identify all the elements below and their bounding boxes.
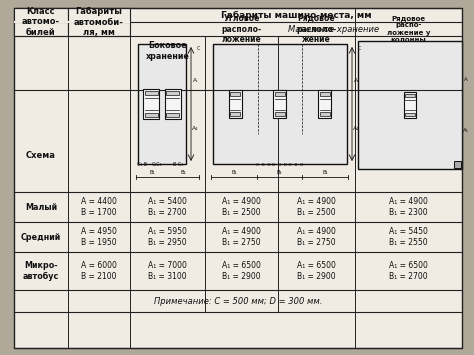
Text: A₁ = 4900
B₁ = 2750: A₁ = 4900 B₁ = 2750 bbox=[222, 227, 261, 247]
Text: Боковое
хранение: Боковое хранение bbox=[146, 41, 190, 61]
Bar bbox=[166, 91, 179, 95]
Bar bbox=[138, 44, 186, 164]
Bar bbox=[146, 91, 157, 95]
Text: A₁ = 7000
B₁ = 3100: A₁ = 7000 B₁ = 3100 bbox=[148, 261, 187, 281]
Bar bbox=[68, 8, 130, 36]
Text: A₁: A₁ bbox=[353, 126, 359, 131]
Text: A: A bbox=[354, 77, 358, 82]
Text: Рядовое
распо-
ложение у
колонны: Рядовое распо- ложение у колонны bbox=[387, 16, 430, 43]
Text: Примечание: C = 500 мм; D = 300 мм.: Примечание: C = 500 мм; D = 300 мм. bbox=[154, 296, 322, 306]
Text: A₁ = 6500
B₁ = 2900: A₁ = 6500 B₁ = 2900 bbox=[297, 261, 336, 281]
Text: C₁C₁: C₁C₁ bbox=[152, 163, 163, 168]
Text: A₁ = 5950
B₁ = 2950: A₁ = 5950 B₁ = 2950 bbox=[148, 227, 187, 247]
Text: A: A bbox=[193, 77, 197, 82]
Text: A₁: A₁ bbox=[463, 128, 469, 133]
Text: C: C bbox=[357, 45, 361, 50]
Bar bbox=[144, 89, 159, 119]
Text: Габариты
автомоби-
ля, мм: Габариты автомоби- ля, мм bbox=[74, 7, 124, 37]
Bar bbox=[358, 41, 462, 169]
Text: A₁ = 4900
B₁ = 2500: A₁ = 4900 B₁ = 2500 bbox=[297, 197, 336, 217]
Bar bbox=[275, 92, 285, 96]
Text: A: A bbox=[464, 77, 468, 82]
Text: B₁: B₁ bbox=[277, 169, 283, 175]
Text: B C₁: B C₁ bbox=[173, 163, 183, 168]
Bar bbox=[404, 92, 416, 118]
Text: Схема: Схема bbox=[26, 152, 56, 160]
Bar bbox=[318, 90, 331, 118]
Text: A₁ = 4900
B₁ = 2300: A₁ = 4900 B₁ = 2300 bbox=[389, 197, 428, 217]
Text: Манежное хранение: Манежное хранение bbox=[288, 24, 379, 33]
Text: A₁ = 4900
B₁ = 2500: A₁ = 4900 B₁ = 2500 bbox=[222, 197, 261, 217]
Bar bbox=[405, 113, 415, 116]
Text: A = 4950
B = 1950: A = 4950 B = 1950 bbox=[81, 227, 117, 247]
Text: A = 4400
B = 1700: A = 4400 B = 1700 bbox=[81, 197, 117, 217]
Text: B₁: B₁ bbox=[181, 169, 186, 175]
Text: Рядовое
располо-
жение: Рядовое располо- жение bbox=[296, 14, 337, 44]
Text: C: C bbox=[196, 45, 200, 50]
Bar bbox=[166, 113, 179, 117]
Bar bbox=[454, 161, 461, 168]
Text: B₁: B₁ bbox=[322, 169, 328, 175]
Bar bbox=[14, 8, 68, 36]
Text: A₁ = 5450
B₁ = 2550: A₁ = 5450 B₁ = 2550 bbox=[389, 227, 428, 247]
Text: A = 6000
B = 2100: A = 6000 B = 2100 bbox=[81, 261, 117, 281]
Bar bbox=[320, 92, 329, 96]
Bar bbox=[230, 112, 240, 116]
Text: Габариты машино-места, мм: Габариты машино-места, мм bbox=[221, 10, 371, 20]
Text: A₁ = 6500
B₁ = 2700: A₁ = 6500 B₁ = 2700 bbox=[389, 261, 428, 281]
Bar bbox=[320, 112, 329, 116]
Bar bbox=[213, 44, 347, 164]
Text: Угловое
располо-
ложение: Угловое располо- ложение bbox=[221, 14, 262, 44]
Bar bbox=[273, 90, 286, 118]
Bar bbox=[230, 92, 240, 96]
Bar bbox=[275, 112, 285, 116]
Text: C  B  D D  B  D D  B  D: C B D D B D D B D bbox=[256, 163, 304, 167]
Bar bbox=[229, 90, 242, 118]
Text: A₁ = 4900
B₁ = 2750: A₁ = 4900 B₁ = 2750 bbox=[297, 227, 336, 247]
Text: A₁: A₁ bbox=[191, 126, 199, 131]
Bar bbox=[164, 89, 181, 119]
Text: Средний: Средний bbox=[21, 233, 61, 241]
Text: A₁ = 5400
B₁ = 2700: A₁ = 5400 B₁ = 2700 bbox=[148, 197, 187, 217]
Text: Класс
автомо-
билей: Класс автомо- билей bbox=[22, 7, 60, 37]
Bar bbox=[146, 113, 157, 117]
Text: C₁ B: C₁ B bbox=[137, 163, 147, 168]
Text: B₁: B₁ bbox=[150, 169, 155, 175]
Text: B₁: B₁ bbox=[231, 169, 237, 175]
Text: Микро-
автобус: Микро- автобус bbox=[23, 261, 59, 281]
Text: A₁ = 6500
B₁ = 2900: A₁ = 6500 B₁ = 2900 bbox=[222, 261, 261, 281]
Bar bbox=[405, 94, 415, 98]
Text: Малый: Малый bbox=[25, 202, 57, 212]
